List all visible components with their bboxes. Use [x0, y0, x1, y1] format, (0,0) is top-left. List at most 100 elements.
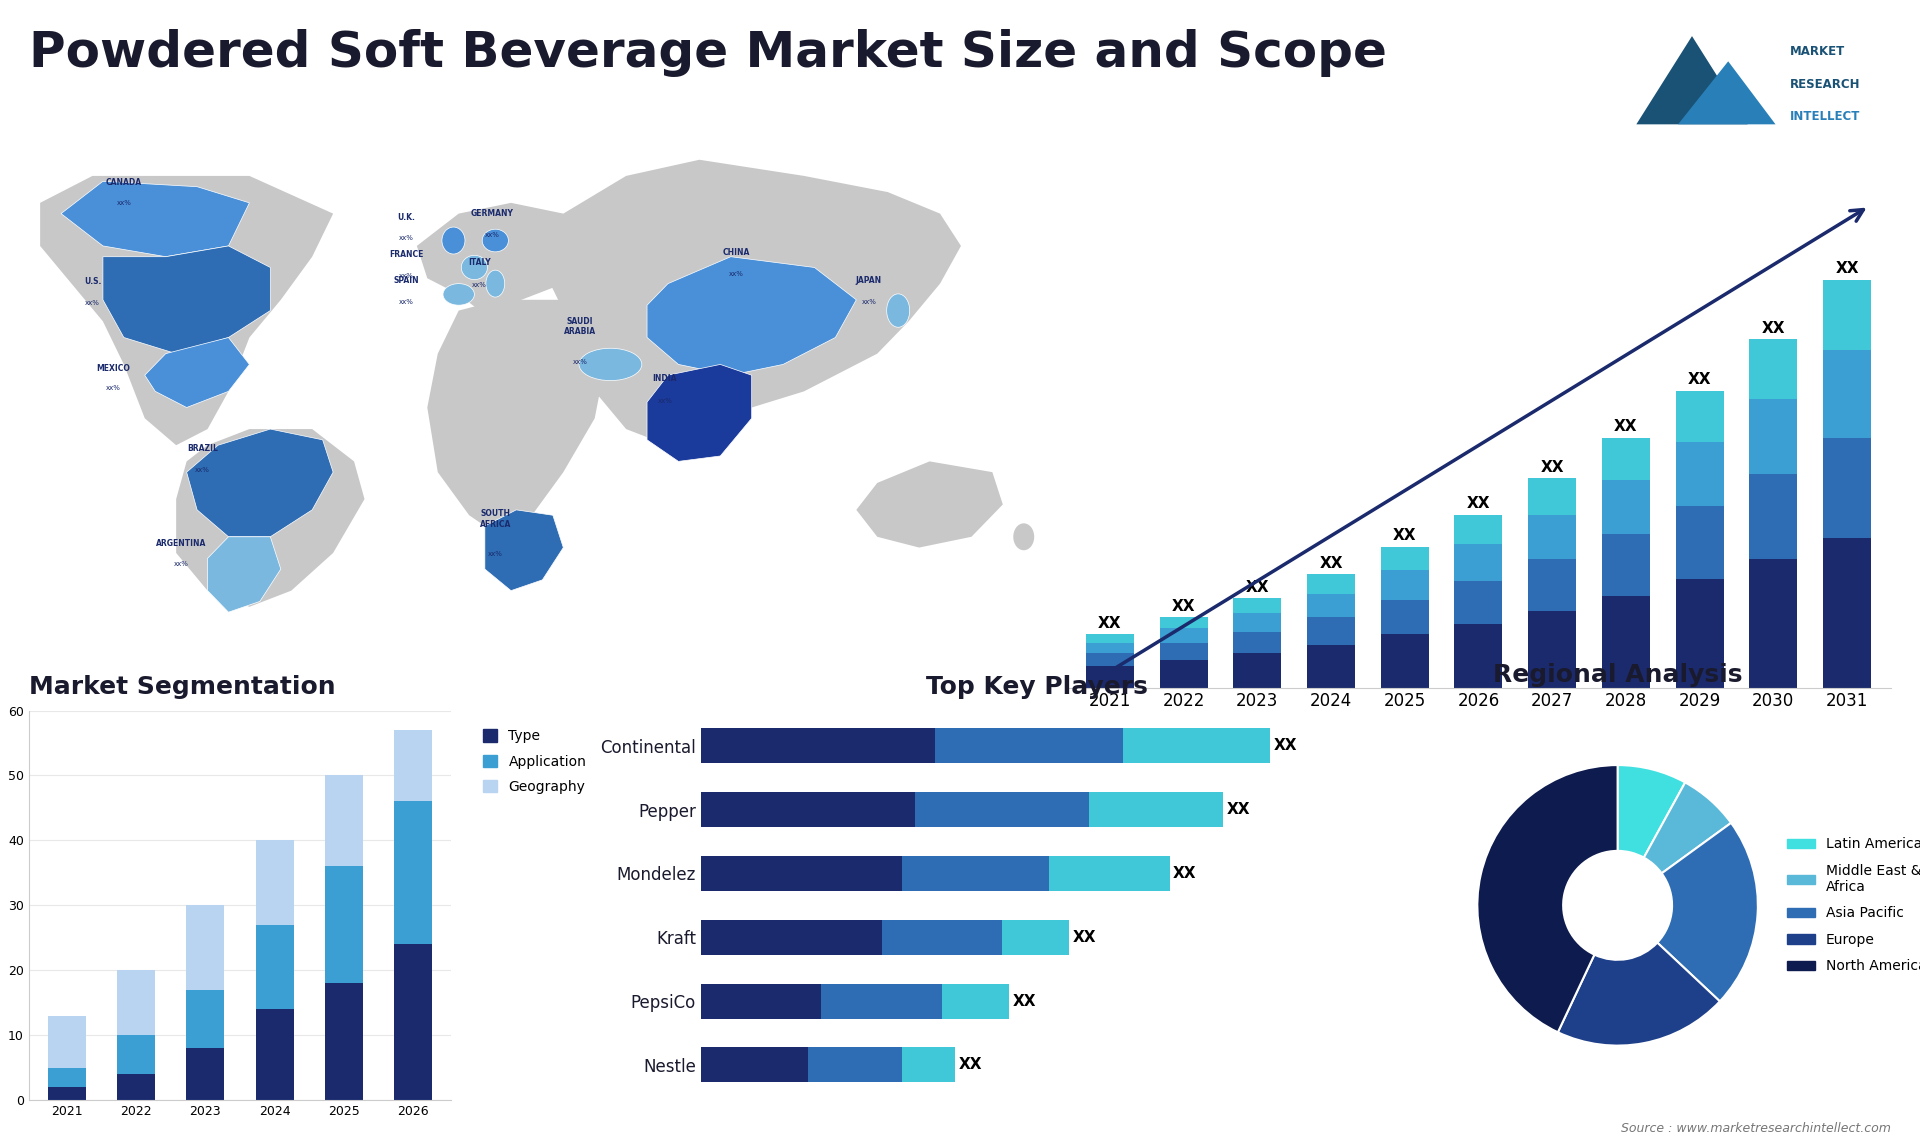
Ellipse shape: [887, 293, 910, 328]
Legend: Type, Application, Geography: Type, Application, Geography: [480, 725, 591, 798]
Ellipse shape: [580, 348, 641, 380]
Text: XX: XX: [1012, 994, 1037, 1008]
Bar: [1601, 438, 1649, 480]
Bar: [701, 856, 902, 890]
Text: XX: XX: [1688, 372, 1711, 387]
Title: Regional Analysis: Regional Analysis: [1494, 664, 1741, 688]
Bar: [394, 730, 432, 801]
Bar: [117, 1074, 156, 1100]
Text: xx%: xx%: [657, 398, 672, 403]
Bar: [701, 920, 881, 955]
Text: xx%: xx%: [572, 359, 588, 366]
Bar: [1160, 660, 1208, 688]
Text: XX: XX: [1836, 261, 1859, 276]
Wedge shape: [1557, 943, 1720, 1045]
Bar: [1308, 617, 1356, 645]
Text: XX: XX: [1467, 496, 1490, 511]
Bar: [117, 971, 156, 1035]
Text: xx%: xx%: [196, 466, 209, 473]
Polygon shape: [61, 181, 250, 257]
Bar: [1601, 596, 1649, 688]
Text: XX: XX: [1246, 580, 1269, 595]
Ellipse shape: [482, 229, 509, 252]
Bar: [186, 1049, 225, 1100]
Bar: [1233, 653, 1281, 688]
Text: ARGENTINA: ARGENTINA: [156, 539, 207, 548]
Bar: [1822, 280, 1870, 350]
Text: XX: XX: [1392, 528, 1417, 543]
Bar: [1087, 666, 1135, 688]
Bar: [822, 983, 943, 1019]
Polygon shape: [486, 510, 563, 590]
Text: xx%: xx%: [399, 299, 415, 305]
Text: xx%: xx%: [862, 299, 876, 305]
Bar: [1380, 634, 1428, 688]
Bar: [1676, 507, 1724, 579]
Bar: [324, 776, 363, 866]
Text: Market Segmentation: Market Segmentation: [29, 675, 336, 699]
Bar: [1308, 594, 1356, 617]
Bar: [1308, 645, 1356, 688]
Bar: [881, 920, 1002, 955]
Text: XX: XX: [1171, 599, 1196, 614]
Bar: [902, 1047, 956, 1083]
Text: XX: XX: [958, 1058, 983, 1073]
Bar: [1455, 623, 1501, 688]
Bar: [1676, 391, 1724, 442]
Polygon shape: [104, 246, 271, 354]
Text: U.K.: U.K.: [397, 213, 415, 221]
Bar: [48, 1068, 86, 1088]
Bar: [1455, 581, 1501, 623]
Bar: [1455, 544, 1501, 581]
Text: GERMANY: GERMANY: [470, 209, 515, 218]
Bar: [1233, 613, 1281, 633]
Text: XX: XX: [1098, 617, 1121, 631]
Text: xx%: xx%: [175, 562, 188, 567]
Text: CHINA: CHINA: [722, 248, 749, 257]
Text: ITALY: ITALY: [468, 259, 492, 267]
Polygon shape: [417, 203, 584, 311]
Wedge shape: [1476, 766, 1619, 1033]
Bar: [324, 866, 363, 983]
Polygon shape: [647, 364, 753, 462]
Text: MARKET: MARKET: [1789, 45, 1845, 58]
Bar: [394, 801, 432, 944]
Ellipse shape: [444, 284, 474, 305]
Bar: [1087, 643, 1135, 653]
Polygon shape: [177, 429, 365, 607]
Bar: [1308, 574, 1356, 594]
Bar: [1528, 611, 1576, 688]
Bar: [255, 925, 294, 1010]
Ellipse shape: [442, 227, 465, 254]
Text: RESEARCH: RESEARCH: [1789, 78, 1860, 91]
Bar: [1048, 856, 1169, 890]
Text: XX: XX: [1319, 556, 1342, 571]
Bar: [1822, 539, 1870, 688]
Bar: [1601, 480, 1649, 534]
Bar: [1749, 399, 1797, 474]
Bar: [1002, 920, 1069, 955]
Bar: [701, 792, 916, 827]
Bar: [394, 944, 432, 1100]
Bar: [701, 983, 822, 1019]
Polygon shape: [543, 159, 962, 445]
Bar: [1233, 633, 1281, 653]
Text: Source : www.marketresearchintellect.com: Source : www.marketresearchintellect.com: [1620, 1122, 1891, 1135]
Bar: [1160, 617, 1208, 628]
Bar: [255, 1010, 294, 1100]
Bar: [1233, 598, 1281, 613]
Bar: [1822, 438, 1870, 539]
Bar: [1380, 547, 1428, 570]
Text: XX: XX: [1173, 866, 1196, 881]
Bar: [1123, 728, 1271, 763]
Bar: [1455, 515, 1501, 544]
Ellipse shape: [461, 256, 488, 280]
Polygon shape: [1636, 37, 1747, 125]
Bar: [1380, 601, 1428, 634]
Bar: [186, 905, 225, 990]
Text: SPAIN: SPAIN: [394, 276, 419, 284]
Text: FRANCE: FRANCE: [390, 250, 424, 259]
Text: CANADA: CANADA: [106, 178, 142, 187]
Bar: [701, 728, 935, 763]
Bar: [1749, 474, 1797, 559]
